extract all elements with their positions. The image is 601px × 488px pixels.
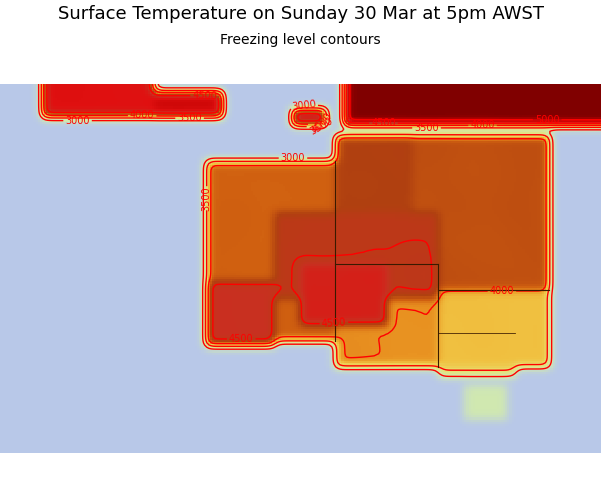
- Text: 4000: 4000: [470, 121, 495, 130]
- Text: 3500: 3500: [202, 186, 212, 210]
- Text: 3500: 3500: [177, 113, 202, 123]
- Text: Surface Temperature on Sunday 30 Mar at 5pm AWST: Surface Temperature on Sunday 30 Mar at …: [58, 5, 543, 22]
- Text: 4500: 4500: [371, 118, 395, 128]
- Text: 4500: 4500: [322, 317, 347, 329]
- Text: 3500: 3500: [308, 116, 334, 137]
- Text: 3000: 3000: [66, 116, 90, 125]
- Text: 4500: 4500: [192, 90, 217, 102]
- Text: 4000: 4000: [310, 110, 334, 135]
- Text: 5000: 5000: [535, 115, 560, 124]
- Text: Freezing level contours: Freezing level contours: [220, 33, 381, 47]
- Text: 4000: 4000: [130, 110, 154, 121]
- Text: 3500: 3500: [414, 123, 439, 133]
- Text: 3000: 3000: [281, 153, 305, 163]
- Text: 4000: 4000: [490, 286, 514, 296]
- Text: 3000: 3000: [291, 99, 317, 112]
- Text: 4500: 4500: [229, 334, 254, 344]
